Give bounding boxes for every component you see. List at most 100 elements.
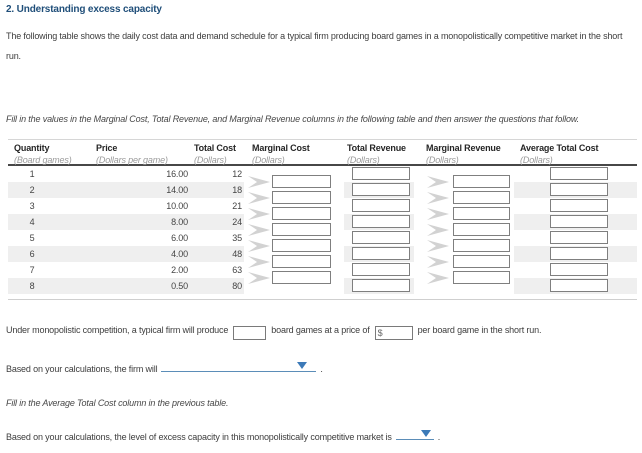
- table-body: 1 16.00 12 2 14.00 18 3 10.00 21 4 8.00 24 5 6.00 35 6 4…: [8, 166, 637, 300]
- price-cell: 4.00: [171, 249, 188, 259]
- total-revenue-input-row6[interactable]: [352, 247, 410, 260]
- total-cost-cell: 35: [232, 233, 242, 243]
- average-total-cost-input-row3[interactable]: [550, 199, 608, 212]
- question-firm-will-period: .: [320, 364, 323, 374]
- total-cost-cell: 24: [232, 217, 242, 227]
- col-subheader-total-revenue: (Dollars): [347, 155, 380, 165]
- chevron-right-icon: [248, 192, 270, 204]
- marginal-cost-input-7[interactable]: [272, 271, 331, 284]
- chevron-down-icon[interactable]: [297, 362, 308, 369]
- col-header-marginal-revenue: Marginal Revenue: [426, 143, 501, 153]
- quantity-produced-input[interactable]: [233, 326, 267, 340]
- average-total-cost-input-row7[interactable]: [550, 263, 608, 276]
- marginal-revenue-input-5[interactable]: [453, 239, 510, 252]
- total-revenue-input-row2[interactable]: [352, 183, 410, 196]
- chevron-right-icon: [427, 240, 449, 252]
- question-firm-will: Based on your calculations, the firm wil…: [6, 360, 323, 377]
- marginal-cost-input-2[interactable]: [272, 191, 331, 204]
- chevron-right-icon: [248, 208, 270, 220]
- total-cost-cell: 80: [232, 281, 242, 291]
- dollar-sign-prefix: $: [377, 328, 383, 338]
- col-header-average-total-cost: Average Total Cost: [520, 143, 599, 153]
- price-cell: 10.00: [166, 201, 188, 211]
- marginal-cost-input-6[interactable]: [272, 255, 331, 268]
- quantity-cell: 2: [29, 185, 35, 195]
- table-header-row: Quantity (Board games) Price (Dollars pe…: [8, 139, 637, 166]
- price-cell: 16.00: [166, 169, 188, 179]
- firm-action-dropdown[interactable]: [161, 360, 317, 372]
- chevron-right-icon: [427, 176, 449, 188]
- average-total-cost-input-row5[interactable]: [550, 231, 608, 244]
- col-header-quantity: Quantity: [14, 143, 50, 153]
- price-cell: 6.00: [171, 233, 188, 243]
- question-excess-text: Based on your calculations, the level of…: [6, 432, 392, 442]
- col-subheader-average-total-cost: (Dollars): [520, 155, 553, 165]
- marginal-revenue-input-7[interactable]: [453, 271, 510, 284]
- price-cell: 8.00: [171, 217, 188, 227]
- question-produce: Under monopolistic competition, a typica…: [6, 322, 541, 340]
- total-revenue-input-row8[interactable]: [352, 279, 410, 292]
- price-cell: 14.00: [166, 185, 188, 195]
- col-header-marginal-cost: Marginal Cost: [252, 143, 310, 153]
- price-cell: 0.50: [171, 281, 188, 291]
- marginal-cost-input-5[interactable]: [272, 239, 331, 252]
- question-excess-period: .: [437, 432, 441, 442]
- marginal-revenue-input-4[interactable]: [453, 223, 510, 236]
- intro-paragraph: The following table shows the daily cost…: [6, 31, 623, 61]
- total-revenue-input-row7[interactable]: [352, 263, 410, 276]
- chevron-right-icon: [427, 224, 449, 236]
- question-produce-text-2: board games at a price of: [271, 325, 370, 335]
- chevron-right-icon: [427, 192, 449, 204]
- col-header-total-cost: Total Cost: [194, 143, 236, 153]
- total-cost-cell: 21: [232, 201, 242, 211]
- chevron-right-icon: [248, 256, 270, 268]
- average-total-cost-input-row2[interactable]: [550, 183, 608, 196]
- section-title: 2. Understanding excess capacity: [6, 4, 162, 15]
- col-header-price: Price: [96, 143, 118, 153]
- chevron-right-icon: [427, 272, 449, 284]
- price-input-wrap[interactable]: $: [374, 326, 413, 340]
- total-cost-cell: 12: [232, 169, 242, 179]
- marginal-cost-input-1[interactable]: [272, 175, 331, 188]
- chevron-right-icon: [248, 240, 270, 252]
- average-total-cost-input-row6[interactable]: [550, 247, 608, 260]
- question-produce-text-1: Under monopolistic competition, a typica…: [6, 325, 229, 335]
- total-revenue-input-row4[interactable]: [352, 215, 410, 228]
- quantity-cell: 6: [29, 249, 35, 259]
- fill-instruction-text: Fill in the values in the Marginal Cost,…: [6, 114, 580, 124]
- quantity-cell: 4: [29, 217, 35, 227]
- average-total-cost-input-row1[interactable]: [550, 167, 608, 180]
- atc-instruction-text: Fill in the Average Total Cost column in…: [6, 398, 229, 408]
- chevron-right-icon: [248, 272, 270, 284]
- excess-capacity-dropdown[interactable]: [395, 428, 434, 440]
- total-revenue-input-row3[interactable]: [352, 199, 410, 212]
- marginal-cost-input-4[interactable]: [272, 223, 331, 236]
- cost-demand-table: Quantity (Board games) Price (Dollars pe…: [8, 139, 637, 300]
- question-excess-capacity: Based on your calculations, the level of…: [6, 428, 440, 445]
- total-revenue-input-row5[interactable]: [352, 231, 410, 244]
- question-produce-text-3: per board game in the short run.: [417, 325, 542, 335]
- marginal-revenue-input-6[interactable]: [453, 255, 510, 268]
- chevron-right-icon: [248, 176, 270, 188]
- marginal-revenue-input-3[interactable]: [453, 207, 510, 220]
- col-subheader-marginal-revenue: (Dollars): [426, 155, 459, 165]
- marginal-revenue-input-2[interactable]: [453, 191, 510, 204]
- col-subheader-total-cost: (Dollars): [194, 155, 227, 165]
- total-cost-cell: 63: [232, 265, 242, 275]
- total-cost-cell: 48: [232, 249, 242, 259]
- chevron-right-icon: [427, 256, 449, 268]
- quantity-cell: 1: [29, 169, 35, 179]
- quantity-cell: 5: [29, 233, 35, 243]
- marginal-revenue-input-1[interactable]: [453, 175, 510, 188]
- chevron-right-icon: [248, 224, 270, 236]
- average-total-cost-input-row8[interactable]: [550, 279, 608, 292]
- quantity-cell: 3: [29, 201, 35, 211]
- chevron-right-icon: [427, 208, 449, 220]
- price-cell: 2.00: [171, 265, 188, 275]
- quantity-cell: 8: [29, 281, 35, 291]
- question-firm-will-text: Based on your calculations, the firm wil…: [6, 364, 158, 374]
- chevron-down-icon[interactable]: [420, 430, 431, 437]
- total-revenue-input-row1[interactable]: [352, 167, 410, 180]
- marginal-cost-input-3[interactable]: [272, 207, 331, 220]
- average-total-cost-input-row4[interactable]: [550, 215, 608, 228]
